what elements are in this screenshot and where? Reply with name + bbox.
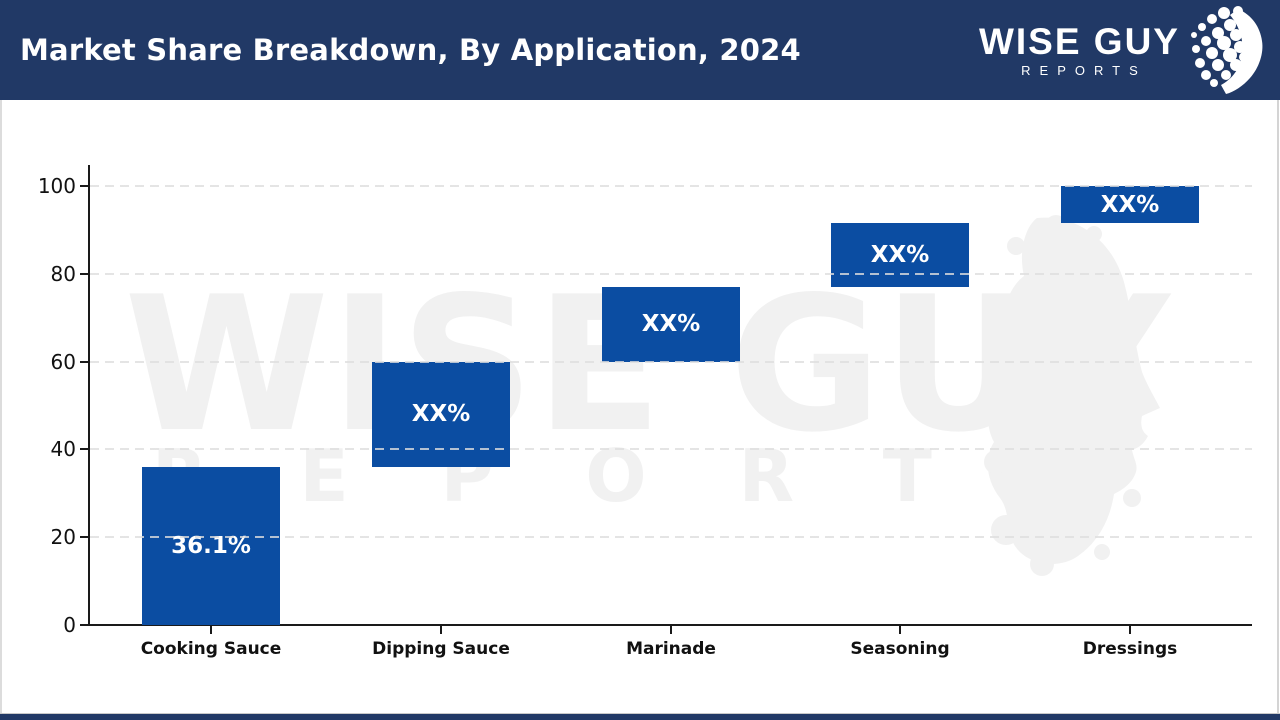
x-axis-line	[88, 624, 1252, 626]
y-axis-line	[88, 165, 90, 625]
x-axis-tick-mark-marinade	[670, 626, 672, 634]
bar-seasoning: XX%	[831, 223, 969, 287]
x-axis-category-label-seasoning: Seasoning	[850, 639, 950, 659]
x-axis-category-label-dressings: Dressings	[1082, 639, 1178, 659]
bar-marinade: XX%	[602, 286, 740, 362]
x-axis-tick-mark-seasoning	[899, 626, 901, 634]
x-axis-category-label-marinade: Marinade	[626, 639, 716, 659]
x-axis-tick-mark-cooking-sauce	[210, 626, 212, 634]
brand-face-icon	[1191, 6, 1263, 94]
frame-border-left	[0, 100, 2, 714]
gridline-80	[90, 272, 1252, 275]
y-axis-tick-label-20: 20	[50, 525, 76, 550]
bar-cooking-sauce: 36.1%	[142, 466, 280, 625]
bar-value-label-dressings: XX%	[1100, 191, 1160, 218]
bar-value-label-seasoning: XX%	[870, 242, 930, 269]
y-axis-tick-mark-60	[80, 360, 88, 363]
y-axis-tick-mark-0	[80, 624, 88, 626]
y-axis-tick-mark-100	[80, 185, 88, 187]
y-axis-tick-mark-40	[80, 448, 88, 451]
bar-dipping-sauce: XX%	[372, 361, 510, 467]
bar-value-label-marinade: XX%	[641, 311, 701, 338]
bar-value-label-dipping-sauce: XX%	[411, 401, 471, 428]
gridline-60	[90, 360, 1252, 363]
y-axis-tick-label-80: 80	[50, 261, 76, 286]
y-axis-tick-label-40: 40	[50, 437, 76, 462]
footer-bar	[0, 714, 1280, 720]
chart-title: Market Share Breakdown, By Application, …	[20, 33, 801, 67]
header-bar: Market Share Breakdown, By Application, …	[0, 0, 1280, 100]
brand-subname: REPORTS	[1021, 63, 1147, 78]
y-axis-tick-label-100: 100	[37, 174, 76, 198]
frame-border-right	[1277, 100, 1279, 714]
x-axis-tick-mark-dressings	[1129, 626, 1131, 634]
gridline-20	[90, 536, 1252, 539]
brand-logo: WISE GUY REPORTS	[979, 5, 1280, 95]
watermark-reports-text: REPORTS	[152, 434, 1168, 518]
y-axis-tick-label-0: 0	[63, 613, 76, 637]
gridline-40	[90, 448, 1252, 451]
brand-wordmark: WISE GUY REPORTS	[979, 23, 1180, 77]
x-axis-category-label-cooking-sauce: Cooking Sauce	[140, 639, 282, 659]
bar-dressings: XX%	[1061, 186, 1199, 224]
y-axis-tick-label-60: 60	[50, 349, 76, 374]
brand-name: WISE GUY	[978, 21, 1180, 62]
watermark-face-icon	[982, 215, 1160, 576]
y-axis-tick-mark-80	[80, 272, 88, 275]
footer-divider	[0, 713, 1280, 714]
x-axis-tick-mark-dipping-sauce	[440, 626, 442, 634]
x-axis-category-label-dipping-sauce: Dipping Sauce	[372, 639, 510, 659]
gridline-100	[90, 185, 1252, 187]
y-axis-tick-mark-20	[80, 536, 88, 539]
